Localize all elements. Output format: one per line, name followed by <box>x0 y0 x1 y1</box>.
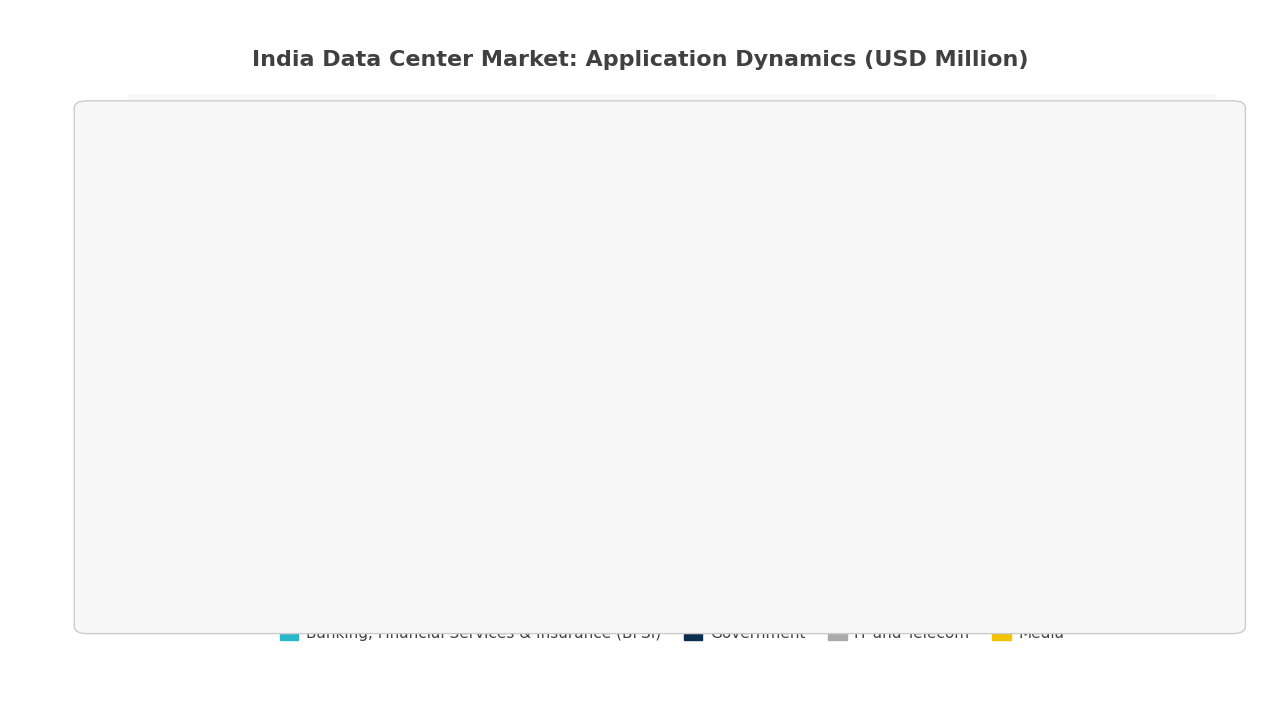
Bar <box>746 171 836 562</box>
Bar <box>1027 376 1115 562</box>
Legend: Banking, Financial Services & Insurance (BFSI), Government, IT and Telecom, Medi: Banking, Financial Services & Insurance … <box>274 620 1070 647</box>
Bar <box>840 310 929 562</box>
Bar <box>229 214 317 562</box>
Bar <box>508 402 598 562</box>
Bar <box>933 364 1021 562</box>
Bar <box>415 387 504 562</box>
Text: India Data Center Market: Application Dynamics (USD Million): India Data Center Market: Application Dy… <box>252 50 1028 71</box>
Bar <box>323 346 411 562</box>
